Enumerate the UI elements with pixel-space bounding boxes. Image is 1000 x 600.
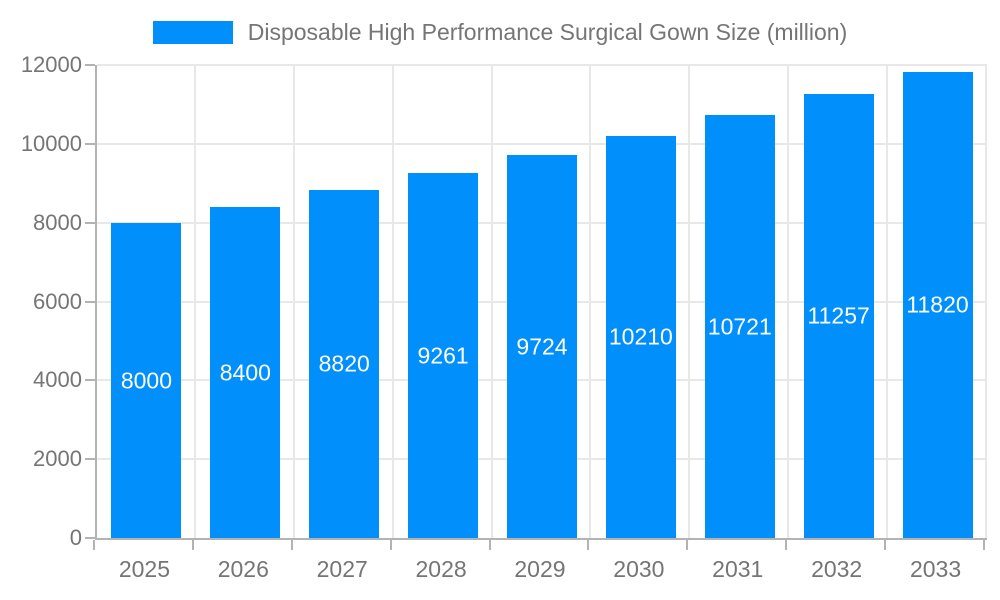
gridline-h [97, 142, 987, 145]
bar-2029[interactable]: 9724 [507, 155, 577, 538]
gridline-v [886, 65, 889, 538]
y-axis-label: 4000 [33, 367, 82, 393]
gridline-v [985, 65, 987, 538]
x-axis-label: 2030 [613, 556, 665, 582]
bar-2031[interactable]: 10721 [704, 115, 775, 538]
bar-value-label: 10210 [608, 323, 673, 350]
y-axis-label: 0 [69, 525, 82, 550]
gridline-v [787, 65, 790, 538]
bar-2030[interactable]: 10210 [605, 136, 676, 538]
y-tick [85, 458, 95, 461]
y-axis-label: 2000 [33, 446, 82, 472]
x-tick [884, 540, 887, 550]
x-axis-label: 2026 [217, 556, 269, 582]
x-axis-label: 2028 [415, 556, 467, 582]
gridline-v [490, 65, 493, 538]
bar-2027[interactable]: 8820 [309, 190, 380, 538]
y-tick [85, 221, 95, 224]
bar-2025[interactable]: 8000 [111, 223, 182, 538]
x-axis-label: 2033 [909, 556, 962, 582]
y-tick [85, 379, 95, 382]
x-tick [785, 540, 788, 550]
x-tick [389, 540, 392, 550]
y-axis-label: 12000 [20, 52, 82, 77]
bar-value-label: 9724 [516, 333, 568, 359]
gridline-v [292, 65, 295, 538]
bar-value-label: 10721 [707, 313, 772, 339]
gridline-v [688, 65, 691, 538]
x-tick [191, 540, 194, 550]
bar-value-label: 8000 [120, 367, 173, 393]
x-tick [983, 540, 985, 550]
plot-area: 8000 8400 8820 9261 9724 10210 10721 11257 11820 [95, 64, 987, 540]
y-axis-label: 10000 [20, 130, 82, 156]
x-tick [686, 540, 689, 550]
y-axis-label: 8000 [33, 209, 82, 235]
y-tick [85, 64, 95, 66]
legend-swatch-icon [152, 20, 233, 44]
bar-value-label: 8400 [219, 359, 271, 385]
bar-2033[interactable]: 11820 [902, 72, 973, 538]
bar-value-label: 8820 [318, 350, 370, 377]
x-axis-label: 2029 [514, 556, 566, 582]
y-tick [85, 300, 95, 303]
bar-value-label: 9261 [417, 342, 469, 368]
bar-value-label: 11820 [906, 291, 969, 318]
legend-label: Disposable High Performance Surgical Gow… [247, 18, 848, 45]
gridline-v [589, 65, 592, 538]
x-tick [488, 540, 491, 550]
y-tick [85, 142, 95, 145]
bar-2028[interactable]: 9261 [408, 173, 479, 538]
x-tick [290, 540, 293, 550]
bar-value-label: 11257 [807, 302, 870, 329]
gridline-v [193, 65, 196, 538]
x-tick [587, 540, 590, 550]
x-axis-label: 2027 [316, 556, 368, 582]
y-tick [85, 537, 95, 539]
x-axis-label: 2025 [118, 556, 171, 582]
y-axis-label: 6000 [33, 288, 82, 314]
bar-2032[interactable]: 11257 [803, 94, 874, 538]
x-axis-label: 2032 [811, 556, 863, 582]
gridline-h [97, 64, 987, 66]
legend[interactable]: Disposable High Performance Surgical Gow… [0, 18, 1000, 46]
gridline-v [391, 65, 394, 538]
x-axis-label: 2031 [712, 556, 764, 582]
bar-2026[interactable]: 8400 [210, 207, 281, 538]
x-tick [93, 540, 95, 550]
